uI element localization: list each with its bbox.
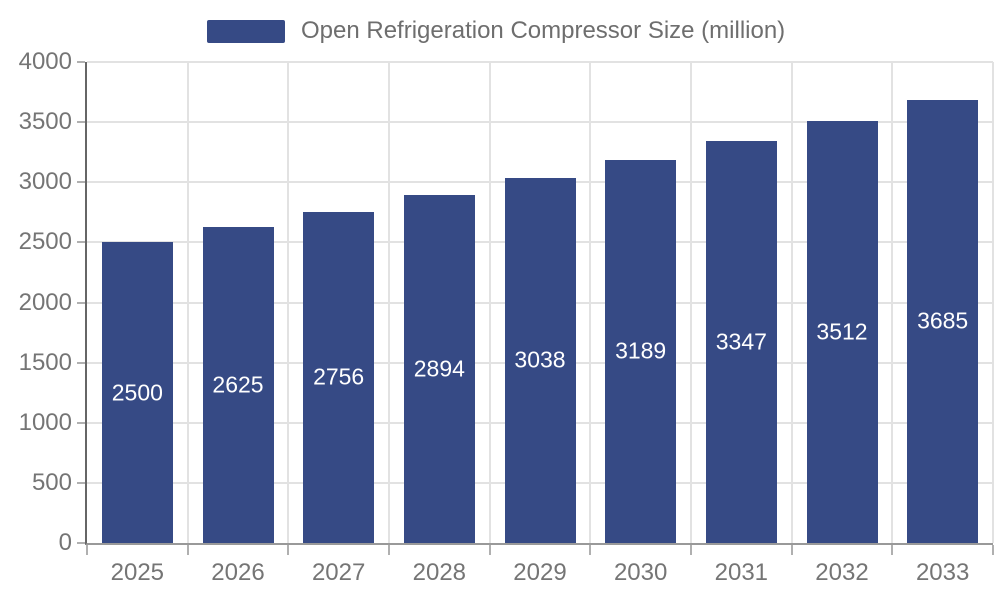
y-tick-label: 500 [31, 468, 72, 496]
grid-line-vertical [186, 62, 189, 543]
x-tick-label: 2026 [211, 559, 265, 586]
bar-value-label: 3038 [514, 346, 566, 373]
y-tick-mark [77, 61, 85, 63]
x-tick-label: 2027 [311, 559, 366, 586]
bar: 2625 [202, 227, 274, 543]
grid-line-vertical [589, 62, 592, 543]
bar-value-label: 3512 [816, 318, 868, 345]
y-tick-mark [77, 481, 85, 484]
y-tick-mark [77, 181, 85, 184]
bar-value-label: 2756 [313, 363, 365, 390]
grid-line-vertical [790, 62, 793, 543]
x-tick-mark [287, 545, 290, 555]
bar-value-label: 2894 [413, 355, 465, 382]
y-tick-mark [77, 421, 85, 424]
x-tick-mark [690, 545, 692, 555]
x-tick-label: 2025 [110, 559, 165, 586]
bar-value-label: 2625 [212, 371, 264, 398]
x-tick-mark [488, 545, 491, 555]
y-tick-label: 2000 [18, 288, 72, 316]
y-tick-mark [77, 361, 85, 364]
x-tick-label: 2031 [714, 559, 769, 586]
y-tick-label: 3000 [18, 168, 72, 196]
bar: 2756 [303, 211, 375, 543]
grid-line-horizontal [87, 61, 993, 63]
grid-line-vertical [690, 62, 692, 543]
grid-line-vertical [287, 62, 290, 543]
bar-value-label: 3685 [917, 307, 969, 334]
grid-line-vertical [891, 62, 894, 543]
bar: 2500 [101, 242, 173, 543]
grid-line-vertical [992, 62, 994, 543]
y-tick-label: 3500 [18, 108, 72, 136]
x-tick-mark [388, 545, 390, 555]
bar: 3512 [806, 120, 878, 543]
bar-value-label: 3189 [615, 337, 667, 364]
y-tick-label: 4000 [18, 48, 72, 75]
grid-line-horizontal [87, 121, 993, 124]
y-tick-label: 1500 [18, 348, 72, 376]
bar: 3038 [504, 177, 576, 543]
y-tick-mark [77, 301, 85, 304]
y-tick-mark [77, 542, 85, 544]
grid-line-vertical [388, 62, 390, 543]
bar: 2894 [403, 195, 475, 543]
y-tick-label: 1000 [18, 408, 72, 436]
x-tick-label: 2030 [613, 559, 668, 586]
legend-label: Open Refrigeration Compressor Size (mill… [301, 17, 786, 44]
x-tick-label: 2033 [915, 559, 970, 586]
bar-value-label: 3347 [715, 328, 767, 355]
bar-value-label: 2500 [111, 379, 163, 406]
x-tick-label: 2032 [815, 559, 869, 586]
bar: 3347 [705, 140, 777, 543]
y-tick-mark [77, 241, 85, 244]
y-tick-label: 2500 [18, 228, 72, 256]
x-tick-mark [589, 545, 592, 555]
plot-area: 2500 2625 2756 2894 3038 3189 3347 3512 3685 [85, 61, 994, 545]
legend-swatch-icon [207, 19, 285, 43]
x-tick-label: 2029 [513, 559, 567, 586]
x-tick-label: 2028 [412, 559, 467, 586]
legend[interactable]: Open Refrigeration Compressor Size (mill… [207, 17, 785, 45]
grid-line-vertical [488, 62, 491, 543]
y-tick-mark [77, 121, 85, 124]
x-tick-mark [790, 545, 793, 555]
y-tick-label: 0 [58, 529, 72, 556]
bar: 3189 [605, 159, 677, 543]
x-tick-mark [992, 545, 994, 555]
bar: 3685 [907, 99, 979, 543]
x-tick-mark [891, 545, 894, 555]
x-tick-mark [86, 545, 88, 555]
x-tick-mark [186, 545, 189, 555]
